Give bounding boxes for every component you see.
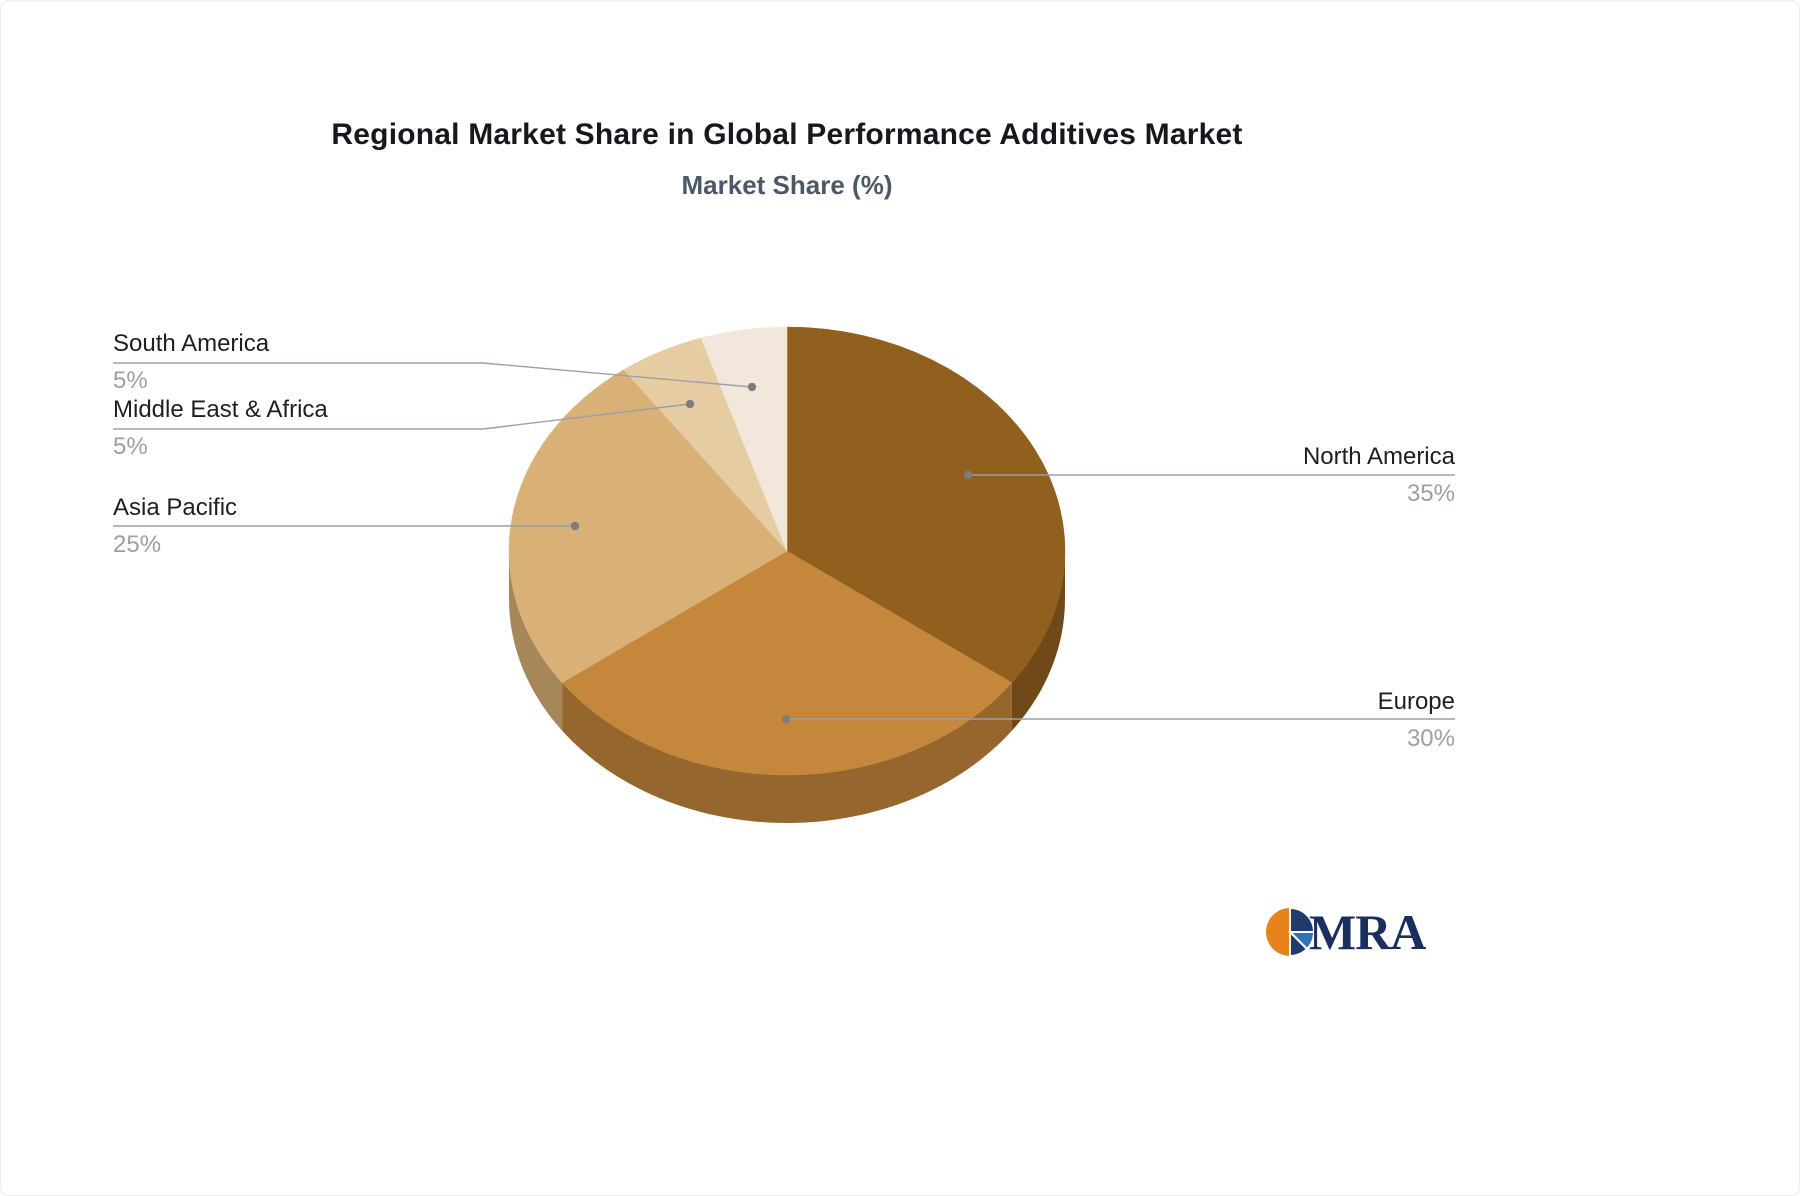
- leader-dot-south-america: [747, 382, 757, 392]
- leader-dot-middle-east-africa: [685, 399, 695, 409]
- chart-title: Regional Market Share in Global Performa…: [331, 118, 1243, 151]
- leader-dot-asia-pacific: [570, 521, 580, 531]
- slice-label-asia-pacific: Asia Pacific 25%: [113, 496, 237, 557]
- slice-label-middle-east-africa: Middle East & Africa 5%: [113, 398, 328, 459]
- slice-label-percent: 30%: [1406, 725, 1455, 752]
- leader-dot-europe: [781, 714, 791, 724]
- brand-logo-text: MRA: [1309, 904, 1426, 960]
- brand-logo: MRA: [1263, 904, 1426, 960]
- pie-slice-wall: [562, 682, 1012, 824]
- slice-label-name: South America: [113, 330, 270, 357]
- slice-label-percent: 5%: [113, 367, 148, 394]
- slice-label-percent: 35%: [1406, 480, 1455, 507]
- pie-slice-wall: [1011, 551, 1065, 731]
- slice-label-name: Middle East & Africa: [113, 396, 328, 423]
- slice-label-name: North America: [1302, 443, 1455, 470]
- leader-line-south-america: [113, 362, 753, 388]
- slice-label-percent: 25%: [113, 531, 162, 558]
- leader-line-middle-east-africa: [113, 403, 691, 430]
- pie-slice-south-america: [700, 326, 788, 552]
- slice-label-europe: Europe 30%: [1378, 690, 1455, 751]
- slice-label-name: Europe: [1377, 688, 1455, 715]
- brand-logo-icon: [1266, 906, 1316, 958]
- chart-subtitle: Market Share (%): [681, 170, 893, 200]
- leader-dot-north-america: [963, 470, 973, 480]
- pie-slice-asia-pacific: [508, 369, 788, 683]
- pie-slice-north-america: [786, 326, 1066, 683]
- slice-label-north-america: North America 35%: [1303, 445, 1455, 506]
- slice-label-percent: 5%: [113, 433, 148, 460]
- pie-slice-wall: [509, 551, 563, 731]
- slice-label-south-america: South America 5%: [113, 332, 269, 393]
- chart-header: Regional Market Share in Global Performa…: [0, 118, 1574, 201]
- slice-label-name: Asia Pacific: [113, 494, 238, 521]
